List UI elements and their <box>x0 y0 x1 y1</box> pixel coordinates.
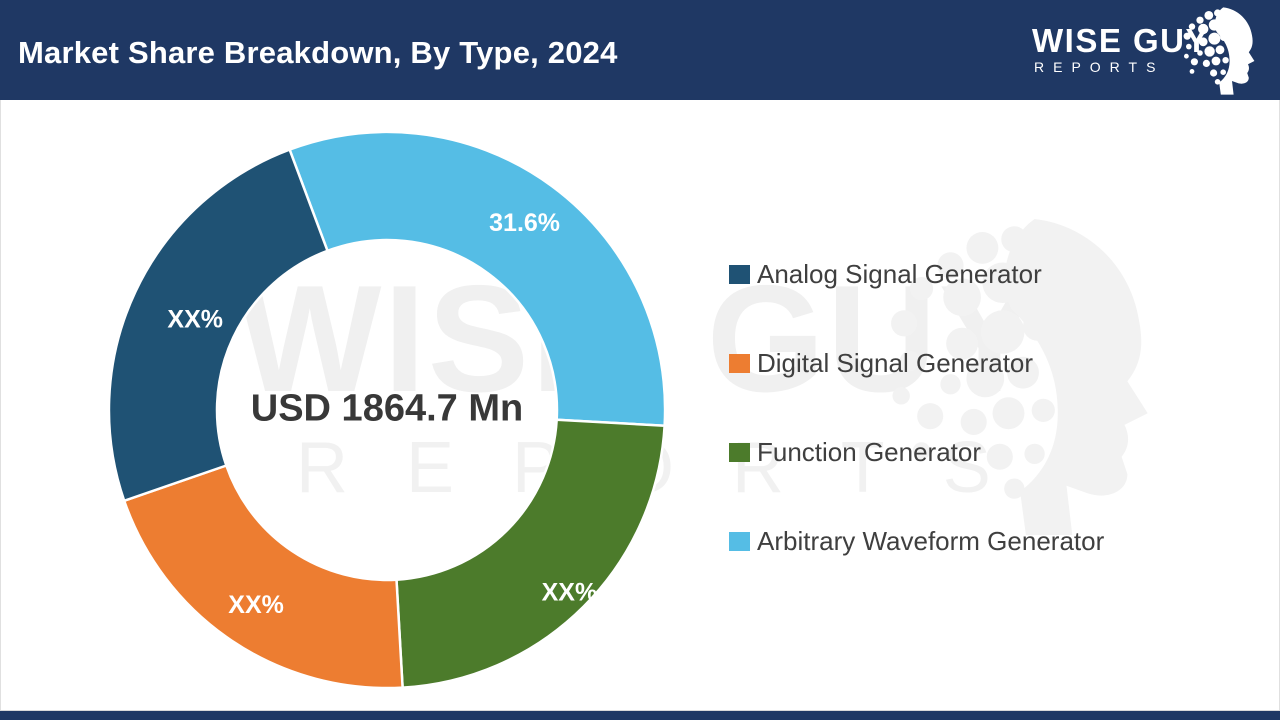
legend-label: Digital Signal Generator <box>757 348 1034 378</box>
legend-item: Digital Signal Generator <box>729 349 1104 378</box>
chart-center-value: USD 1864.7 Mn <box>250 387 524 430</box>
legend-item: Arbitrary Waveform Generator <box>729 527 1104 556</box>
slice-label-function-generator: XX% <box>542 579 598 607</box>
page-title: Market Share Breakdown, By Type, 2024 <box>18 35 618 70</box>
slice-label-arbitrary-waveform-generator: 31.6% <box>489 209 560 237</box>
donut-slice-digital-signal-generator <box>122 464 404 690</box>
legend-swatch <box>729 265 750 284</box>
donut-slice-analog-signal-generator <box>107 148 329 503</box>
legend-item: Analog Signal Generator <box>729 260 1104 289</box>
footer-bar <box>0 711 1280 720</box>
legend-item: Function Generator <box>729 438 1104 467</box>
legend-swatch <box>729 354 750 373</box>
logo-subbrand-text: REPORTS <box>1034 59 1165 75</box>
logo-head-icon <box>1180 5 1260 97</box>
donut-slice-arbitrary-waveform-generator <box>288 130 667 428</box>
legend-swatch <box>729 532 750 551</box>
chart-legend: Analog Signal Generator Digital Signal Ge… <box>729 260 1104 556</box>
legend-label: Arbitrary Waveform Generator <box>757 526 1105 556</box>
donut-slice-function-generator <box>395 418 666 689</box>
legend-label: Analog Signal Generator <box>757 259 1042 289</box>
slice-label-digital-signal-generator: XX% <box>228 591 284 619</box>
header-bar: Market Share Breakdown, By Type, 2024 WI… <box>0 0 1280 100</box>
legend-label: Function Generator <box>757 437 982 467</box>
brand-logo: WISE GUY REPORTS <box>1032 0 1272 100</box>
legend-swatch <box>729 443 750 462</box>
slice-label-analog-signal-generator: XX% <box>167 306 223 334</box>
logo-brand-text: WISE GUY <box>1032 22 1210 59</box>
footer-hairline <box>0 710 1280 711</box>
donut-chart: 31.6% XX% XX% XX% <box>107 130 667 690</box>
